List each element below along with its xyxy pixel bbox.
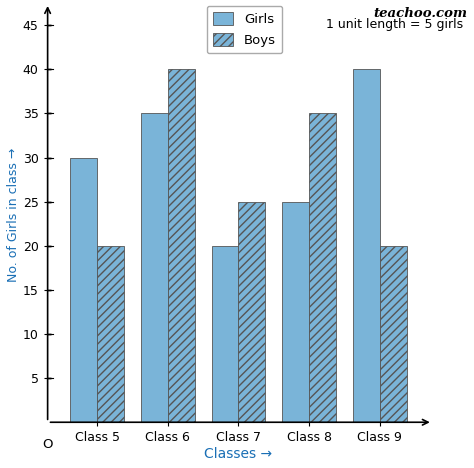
Bar xyxy=(380,246,407,422)
X-axis label: Classes →: Classes → xyxy=(204,447,273,461)
Bar xyxy=(309,113,336,422)
Bar xyxy=(282,202,309,422)
Bar xyxy=(353,69,380,422)
Y-axis label: No. of Girls in class →: No. of Girls in class → xyxy=(7,148,20,282)
Bar xyxy=(141,113,168,422)
Bar xyxy=(168,69,194,422)
Bar xyxy=(97,246,124,422)
Bar xyxy=(211,246,238,422)
Bar xyxy=(70,158,97,422)
Legend: Girls, Boys: Girls, Boys xyxy=(207,6,283,53)
Text: teachoo.com: teachoo.com xyxy=(373,7,467,20)
Bar xyxy=(238,202,265,422)
Text: O: O xyxy=(42,438,53,451)
Text: 1 unit length = 5 girls: 1 unit length = 5 girls xyxy=(326,18,463,31)
